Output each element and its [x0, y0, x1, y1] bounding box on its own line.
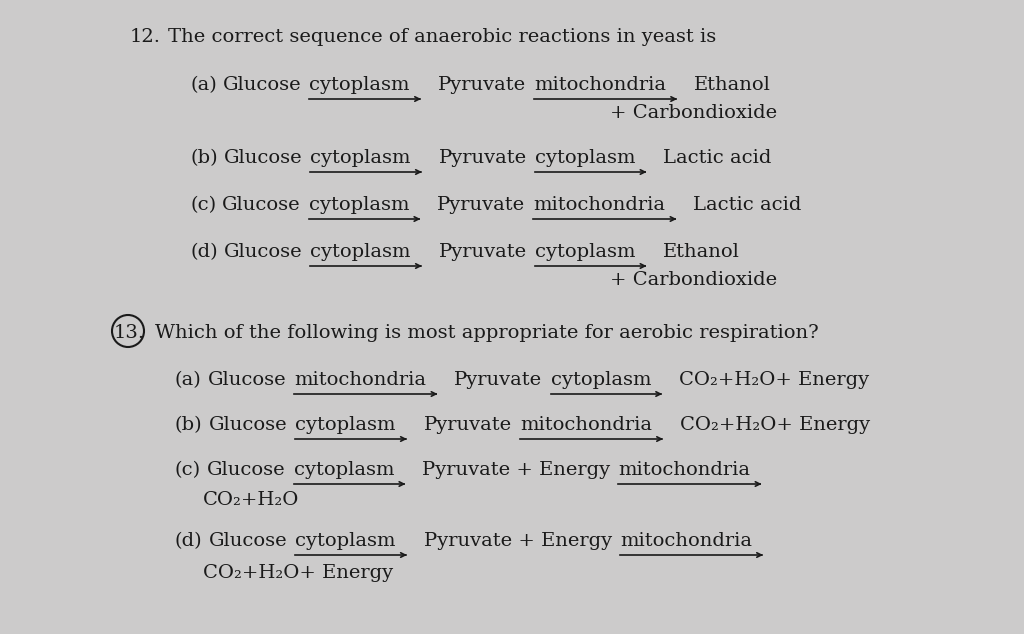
Text: (b): (b) — [190, 149, 218, 167]
Text: (a): (a) — [190, 76, 217, 94]
Text: mitochondria: mitochondria — [618, 461, 751, 479]
Text: Pyruvate: Pyruvate — [438, 76, 526, 94]
Text: CO₂+H₂O+ Energy: CO₂+H₂O+ Energy — [203, 564, 393, 582]
Text: Pyruvate: Pyruvate — [424, 416, 512, 434]
Text: Glucose: Glucose — [223, 243, 302, 261]
Text: Glucose: Glucose — [209, 532, 288, 550]
Text: + Carbondioxide: + Carbondioxide — [610, 271, 777, 289]
Text: mitochondria: mitochondria — [294, 371, 426, 389]
Text: cytoplasm: cytoplasm — [309, 76, 410, 94]
Text: cytoplasm: cytoplasm — [310, 149, 411, 167]
Text: Pyruvate: Pyruvate — [438, 149, 527, 167]
Text: The correct sequence of anaerobic reactions in yeast is: The correct sequence of anaerobic reacti… — [168, 28, 716, 46]
Text: cytoplasm: cytoplasm — [551, 371, 651, 389]
Text: (d): (d) — [190, 243, 218, 261]
Text: CO₂+H₂O: CO₂+H₂O — [203, 491, 299, 509]
Text: (b): (b) — [175, 416, 203, 434]
Text: Lactic acid: Lactic acid — [664, 149, 772, 167]
Text: 12.: 12. — [130, 28, 161, 46]
Text: CO₂+H₂O+ Energy: CO₂+H₂O+ Energy — [680, 416, 870, 434]
Text: CO₂+H₂O+ Energy: CO₂+H₂O+ Energy — [679, 371, 869, 389]
Text: mitochondria: mitochondria — [620, 532, 752, 550]
Text: Glucose: Glucose — [223, 149, 302, 167]
Text: (a): (a) — [175, 371, 202, 389]
Text: Pyruvate: Pyruvate — [455, 371, 543, 389]
Text: mitochondria: mitochondria — [534, 196, 666, 214]
Text: cytoplasm: cytoplasm — [310, 243, 411, 261]
Text: cytoplasm: cytoplasm — [535, 149, 635, 167]
Text: (c): (c) — [190, 196, 216, 214]
Text: Pyruvate: Pyruvate — [438, 243, 527, 261]
Text: Pyruvate: Pyruvate — [437, 196, 525, 214]
Text: cytoplasm: cytoplasm — [309, 196, 410, 214]
Text: Glucose: Glucose — [208, 371, 287, 389]
Text: cytoplasm: cytoplasm — [295, 416, 395, 434]
Text: Pyruvate + Energy: Pyruvate + Energy — [424, 532, 612, 550]
Text: cytoplasm: cytoplasm — [294, 461, 394, 479]
Text: Lactic acid: Lactic acid — [693, 196, 802, 214]
Text: Ethanol: Ethanol — [694, 76, 771, 94]
Text: Glucose: Glucose — [209, 416, 288, 434]
Text: Glucose: Glucose — [222, 196, 301, 214]
Text: Ethanol: Ethanol — [664, 243, 740, 261]
Text: mitochondria: mitochondria — [534, 76, 666, 94]
Text: cytoplasm: cytoplasm — [295, 532, 395, 550]
Text: cytoplasm: cytoplasm — [535, 243, 635, 261]
Text: + Carbondioxide: + Carbondioxide — [610, 104, 777, 122]
Text: Glucose: Glucose — [207, 461, 286, 479]
Text: mitochondria: mitochondria — [520, 416, 652, 434]
Text: Pyruvate + Energy: Pyruvate + Energy — [422, 461, 610, 479]
Text: Which of the following is most appropriate for aerobic respiration?: Which of the following is most appropria… — [155, 324, 819, 342]
Text: 13.: 13. — [114, 324, 145, 342]
Text: (c): (c) — [175, 461, 201, 479]
Text: (d): (d) — [175, 532, 203, 550]
Text: Glucose: Glucose — [223, 76, 301, 94]
